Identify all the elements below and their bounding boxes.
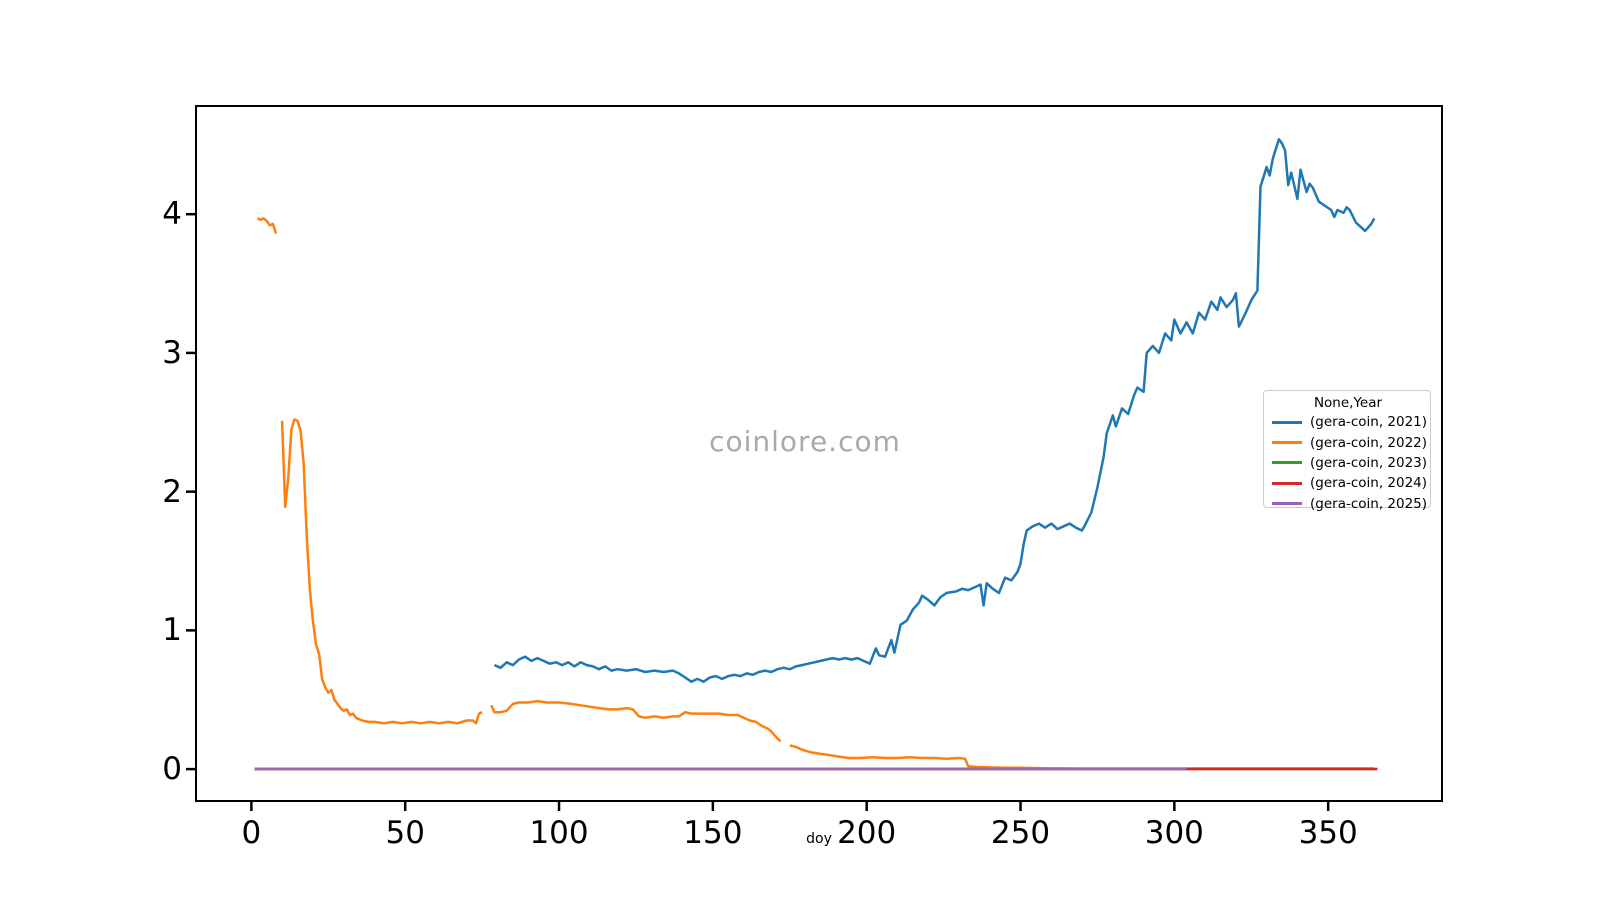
legend-title: None,Year xyxy=(1313,395,1383,411)
legend-entries: (gera-coin, 2021) (gera-coin, 2022) (gera-… xyxy=(1272,412,1428,514)
legend-line-sample xyxy=(1272,461,1302,465)
y-tick-label: 3 xyxy=(162,334,182,371)
legend-entry-label: (gera-coin, 2021) xyxy=(1310,414,1428,431)
series-line-2 xyxy=(256,217,278,234)
x-tick-label: 0 xyxy=(241,815,262,851)
x-tick-label: 250 xyxy=(990,815,1051,851)
watermark: coinlore.com xyxy=(709,425,901,458)
series-line-2 xyxy=(490,699,782,743)
legend-line-sample xyxy=(1272,420,1302,424)
legend-entry: (gera-coin, 2022) xyxy=(1272,432,1428,452)
legend-entry-label: (gera-coin, 2022) xyxy=(1310,434,1428,451)
legend-entry: (gera-coin, 2025) xyxy=(1272,494,1428,514)
y-tick-label: 4 xyxy=(162,196,182,233)
legend-entry: (gera-coin, 2024) xyxy=(1272,473,1428,493)
x-tick-label: 100 xyxy=(529,815,589,851)
x-tick-label: 150 xyxy=(683,815,743,851)
series-line-2 xyxy=(789,744,1375,770)
legend-line-sample xyxy=(1272,441,1302,445)
legend-line-sample xyxy=(1272,502,1302,506)
legend-entry-label: (gera-coin, 2025) xyxy=(1310,495,1428,512)
series-line-2 xyxy=(280,418,483,725)
x-tick-label: 200 xyxy=(837,815,897,851)
legend-entry-label: (gera-coin, 2024) xyxy=(1310,475,1428,492)
legend-entry-label: (gera-coin, 2023) xyxy=(1310,454,1428,471)
x-tick-label: 300 xyxy=(1144,815,1204,851)
series-line-1 xyxy=(493,138,1376,683)
y-tick-label: 1 xyxy=(162,612,182,649)
legend: None,Year (gera-coin, 2021) (gera-coin, 2… xyxy=(1263,390,1431,512)
x-axis-title: doy xyxy=(806,831,832,847)
y-tick-label: 0 xyxy=(162,751,182,788)
legend-line-sample xyxy=(1272,481,1302,485)
y-tick-label: 2 xyxy=(162,473,182,510)
plot-spines xyxy=(195,105,1443,802)
legend-entry: (gera-coin, 2023) xyxy=(1272,453,1428,473)
x-tick-label: 350 xyxy=(1298,815,1358,851)
legend-entry: (gera-coin, 2021) xyxy=(1272,412,1428,432)
x-tick-label: 50 xyxy=(385,815,425,851)
